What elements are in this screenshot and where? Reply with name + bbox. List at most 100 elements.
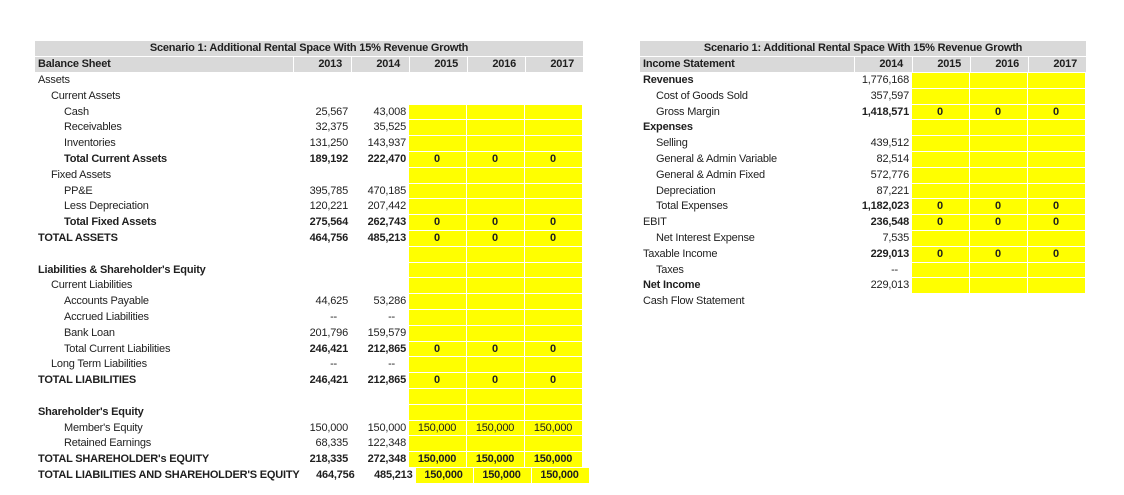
highlight-input-cell[interactable]: 0	[970, 199, 1028, 216]
highlight-input-cell[interactable]	[409, 104, 467, 121]
highlight-input-cell[interactable]: 0	[525, 151, 583, 168]
highlight-input-cell[interactable]	[912, 88, 970, 105]
highlight-input-cell[interactable]	[525, 436, 583, 453]
highlight-input-cell[interactable]: 0	[970, 246, 1028, 263]
highlight-input-cell[interactable]	[467, 388, 525, 405]
highlight-input-cell[interactable]: 150,000	[409, 420, 467, 437]
highlight-input-cell[interactable]	[1028, 151, 1086, 168]
highlight-input-cell[interactable]	[970, 262, 1028, 279]
highlight-input-cell[interactable]: 0	[912, 199, 970, 216]
highlight-input-cell[interactable]	[525, 104, 583, 121]
highlight-input-cell[interactable]: 0	[1028, 199, 1086, 216]
highlight-input-cell[interactable]	[912, 183, 970, 200]
highlight-input-cell[interactable]	[970, 230, 1028, 247]
highlight-input-cell[interactable]	[467, 246, 525, 263]
highlight-input-cell[interactable]	[467, 104, 525, 121]
highlight-input-cell[interactable]: 0	[467, 151, 525, 168]
highlight-input-cell[interactable]	[525, 183, 583, 200]
highlight-input-cell[interactable]	[467, 325, 525, 342]
highlight-input-cell[interactable]	[525, 136, 583, 152]
highlight-input-cell[interactable]	[525, 388, 583, 405]
highlight-input-cell[interactable]	[467, 199, 525, 216]
highlight-input-cell[interactable]: 0	[467, 341, 525, 358]
highlight-input-cell[interactable]	[970, 136, 1028, 152]
highlight-input-cell[interactable]: 150,000	[409, 452, 467, 468]
highlight-input-cell[interactable]	[525, 246, 583, 263]
highlight-input-cell[interactable]	[409, 436, 467, 453]
highlight-input-cell[interactable]	[912, 230, 970, 247]
highlight-input-cell[interactable]	[970, 278, 1028, 295]
highlight-input-cell[interactable]: 0	[467, 373, 525, 389]
highlight-input-cell[interactable]	[467, 436, 525, 453]
highlight-input-cell[interactable]	[525, 199, 583, 216]
highlight-input-cell[interactable]: 0	[1028, 104, 1086, 121]
highlight-input-cell[interactable]	[409, 262, 467, 279]
highlight-input-cell[interactable]	[467, 357, 525, 374]
highlight-input-cell[interactable]	[467, 136, 525, 152]
highlight-input-cell[interactable]	[409, 183, 467, 200]
highlight-input-cell[interactable]: 150,000	[525, 452, 583, 468]
highlight-input-cell[interactable]	[1028, 262, 1086, 279]
highlight-input-cell[interactable]	[525, 294, 583, 310]
highlight-input-cell[interactable]: 0	[409, 151, 467, 168]
highlight-input-cell[interactable]	[525, 357, 583, 374]
highlight-input-cell[interactable]	[1028, 73, 1086, 89]
highlight-input-cell[interactable]	[467, 120, 525, 137]
highlight-input-cell[interactable]	[912, 136, 970, 152]
highlight-input-cell[interactable]	[525, 262, 583, 279]
highlight-input-cell[interactable]	[467, 294, 525, 310]
highlight-input-cell[interactable]	[409, 325, 467, 342]
highlight-input-cell[interactable]	[467, 404, 525, 421]
highlight-input-cell[interactable]: 0	[525, 373, 583, 389]
highlight-input-cell[interactable]	[409, 357, 467, 374]
highlight-input-cell[interactable]: 0	[525, 215, 583, 231]
highlight-input-cell[interactable]	[525, 167, 583, 184]
highlight-input-cell[interactable]	[912, 73, 970, 89]
highlight-input-cell[interactable]: 0	[970, 215, 1028, 231]
highlight-input-cell[interactable]	[525, 404, 583, 421]
highlight-input-cell[interactable]: 0	[467, 215, 525, 231]
highlight-input-cell[interactable]: 0	[525, 341, 583, 358]
highlight-input-cell[interactable]: 0	[1028, 215, 1086, 231]
highlight-input-cell[interactable]	[525, 278, 583, 295]
highlight-input-cell[interactable]	[1028, 136, 1086, 152]
highlight-input-cell[interactable]	[409, 167, 467, 184]
highlight-input-cell[interactable]: 0	[467, 230, 525, 247]
highlight-input-cell[interactable]	[912, 167, 970, 184]
highlight-input-cell[interactable]	[912, 278, 970, 295]
highlight-input-cell[interactable]	[409, 309, 467, 326]
highlight-input-cell[interactable]: 150,000	[473, 467, 532, 484]
highlight-input-cell[interactable]	[467, 309, 525, 326]
highlight-input-cell[interactable]	[970, 120, 1028, 137]
highlight-input-cell[interactable]: 0	[409, 341, 467, 358]
highlight-input-cell[interactable]	[525, 325, 583, 342]
highlight-input-cell[interactable]	[409, 388, 467, 405]
highlight-input-cell[interactable]: 150,000	[415, 467, 474, 484]
highlight-input-cell[interactable]	[409, 278, 467, 295]
highlight-input-cell[interactable]: 0	[970, 104, 1028, 121]
highlight-input-cell[interactable]	[970, 151, 1028, 168]
highlight-input-cell[interactable]: 0	[912, 104, 970, 121]
highlight-input-cell[interactable]	[912, 262, 970, 279]
highlight-input-cell[interactable]: 150,000	[467, 452, 525, 468]
highlight-input-cell[interactable]	[409, 136, 467, 152]
highlight-input-cell[interactable]	[409, 294, 467, 310]
highlight-input-cell[interactable]	[970, 167, 1028, 184]
highlight-input-cell[interactable]	[912, 151, 970, 168]
highlight-input-cell[interactable]: 0	[912, 215, 970, 231]
highlight-input-cell[interactable]: 150,000	[525, 420, 583, 437]
highlight-input-cell[interactable]	[1028, 88, 1086, 105]
highlight-input-cell[interactable]	[467, 167, 525, 184]
highlight-input-cell[interactable]	[970, 73, 1028, 89]
highlight-input-cell[interactable]	[912, 120, 970, 137]
highlight-input-cell[interactable]: 0	[409, 373, 467, 389]
highlight-input-cell[interactable]	[970, 88, 1028, 105]
highlight-input-cell[interactable]	[525, 309, 583, 326]
highlight-input-cell[interactable]	[409, 120, 467, 137]
highlight-input-cell[interactable]	[467, 262, 525, 279]
highlight-input-cell[interactable]	[1028, 230, 1086, 247]
highlight-input-cell[interactable]	[970, 183, 1028, 200]
highlight-input-cell[interactable]	[409, 404, 467, 421]
highlight-input-cell[interactable]	[409, 246, 467, 263]
highlight-input-cell[interactable]: 150,000	[531, 467, 590, 484]
